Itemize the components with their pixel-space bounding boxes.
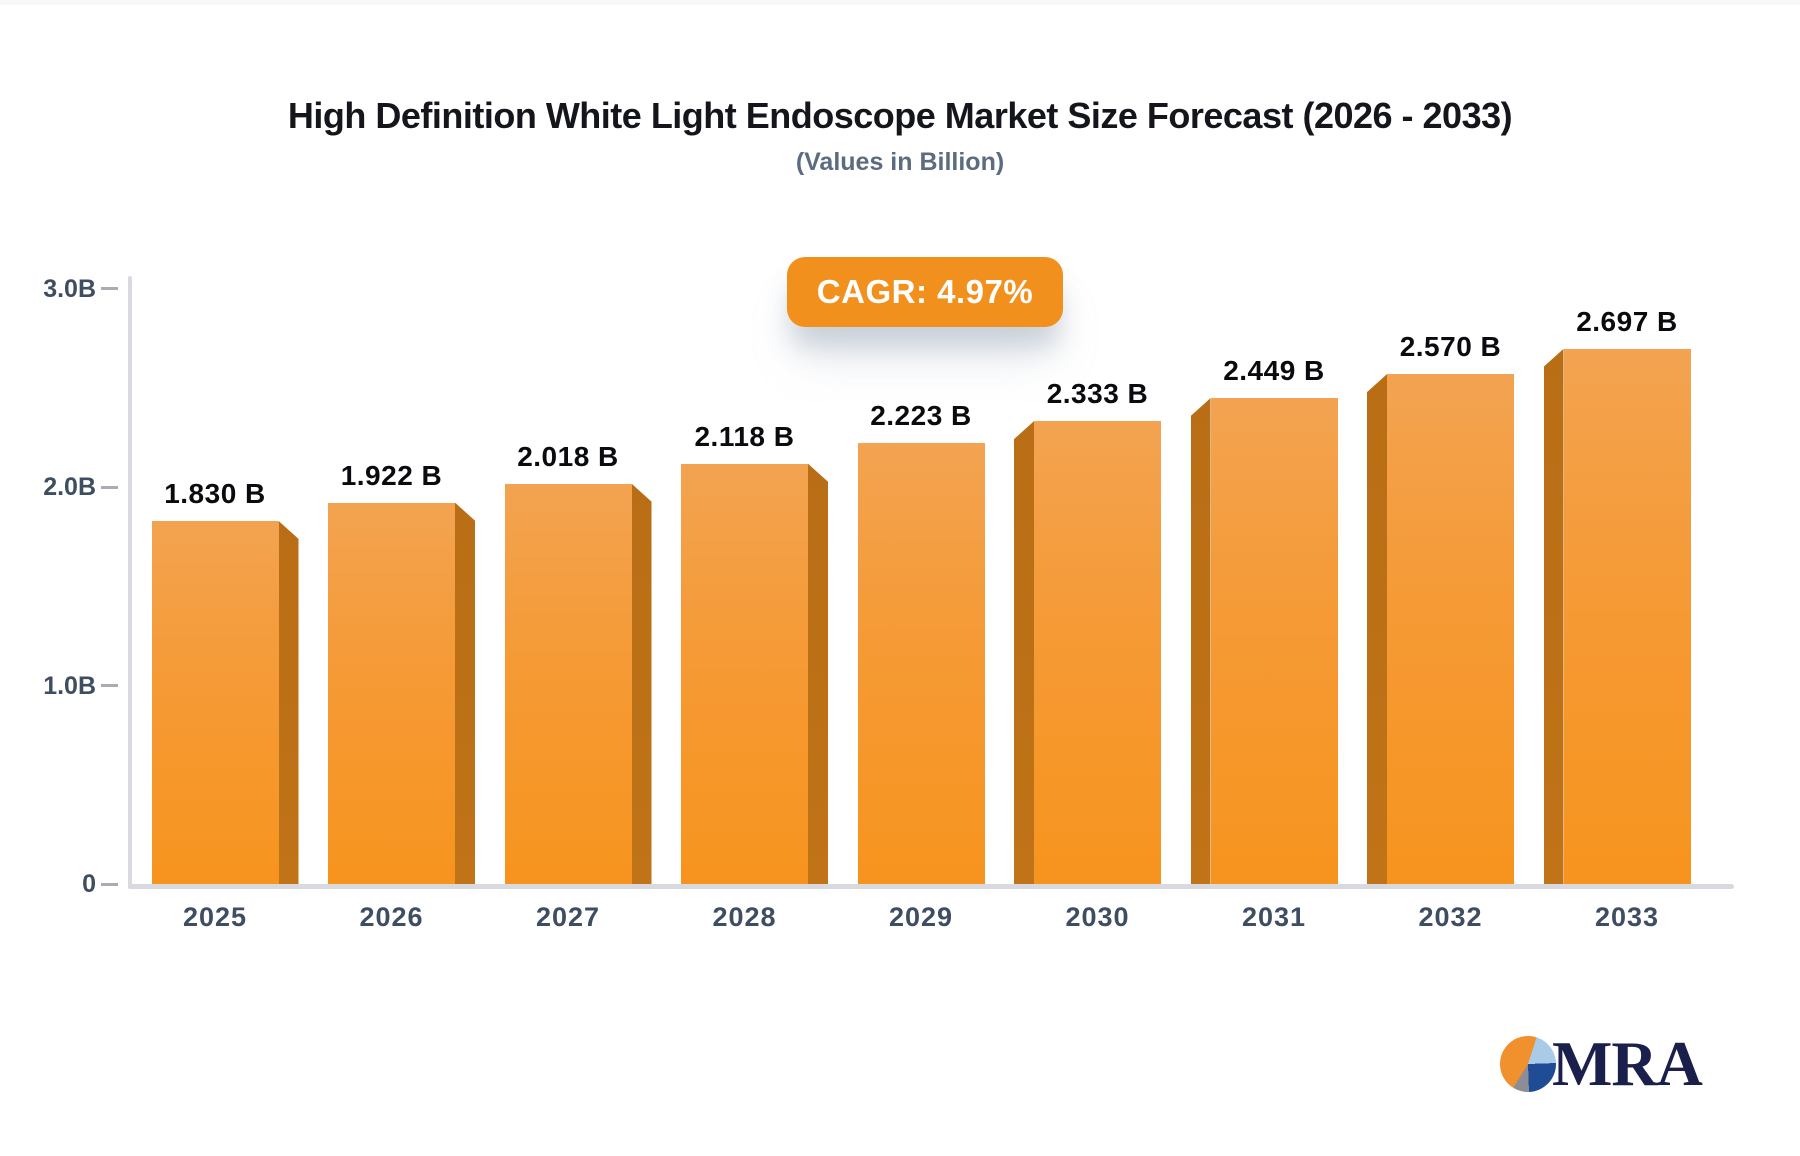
bar-value-label: 2.018 B (517, 440, 619, 472)
x-axis-line (128, 884, 1734, 889)
bar-value-label: 2.449 B (1223, 355, 1325, 387)
x-axis-tick-label: 2028 (712, 902, 777, 932)
x-axis-tick-label: 2033 (1594, 902, 1660, 932)
y-axis-tick (101, 287, 118, 291)
y-axis-tick-label: 2.0B (43, 473, 96, 502)
y-axis-line (128, 276, 132, 889)
bar (1387, 374, 1514, 884)
bar-side-face (1543, 348, 1564, 884)
pie-chart-logo-icon (1500, 1036, 1556, 1092)
bar-side-face (278, 520, 299, 884)
bar-side-face (455, 502, 475, 884)
brand-logo-text: MRA (1552, 1028, 1703, 1099)
bar-value-label: 1.922 B (340, 459, 443, 491)
bar-value-label: 2.570 B (1399, 331, 1502, 363)
x-axis-tick-label: 2025 (182, 902, 248, 932)
x-axis-tick-label: 2032 (1418, 902, 1483, 932)
x-axis-tick-label: 2029 (888, 902, 954, 932)
chart-title: High Definition White Light Endoscope Ma… (287, 95, 1513, 136)
y-axis-tick (101, 684, 118, 688)
x-axis-tick-label: 2027 (535, 902, 601, 932)
bar (1563, 348, 1691, 884)
bar-value-label: 2.333 B (1046, 378, 1149, 410)
bar (328, 502, 455, 884)
bar (857, 442, 985, 884)
y-axis-tick-label: 1.0B (43, 671, 96, 700)
x-axis-tick-label: 2030 (1065, 902, 1130, 932)
chart-subtitle: (Values in Billion) (795, 148, 1005, 176)
cagr-badge: CAGR: 4.97% (787, 257, 1063, 327)
bar (504, 483, 632, 884)
x-axis-tick-label: 2031 (1241, 902, 1307, 932)
y-axis-tick-label: 0 (82, 870, 96, 898)
bar-side-face (808, 463, 828, 884)
bar-side-face (1014, 421, 1034, 884)
bar-value-label: 2.223 B (870, 399, 972, 431)
bar (151, 520, 279, 884)
brand-logo: MRA (1500, 1028, 1703, 1099)
bar-side-face (1367, 374, 1387, 884)
top-border-strip (0, 0, 1800, 5)
bar-side-face (631, 483, 652, 884)
bar (681, 463, 808, 884)
bar-value-label: 2.697 B (1576, 305, 1678, 337)
bar (1210, 398, 1338, 884)
x-axis-tick-label: 2026 (359, 902, 424, 932)
y-axis-tick (101, 485, 118, 489)
y-axis-tick (101, 882, 118, 886)
cagr-badge-label: CAGR: 4.97% (816, 273, 1034, 310)
bar (1034, 421, 1161, 884)
y-axis-tick-label: 3.0B (43, 274, 96, 303)
bar-value-label: 1.830 B (164, 477, 266, 509)
bar-side-face (1190, 398, 1211, 884)
bar-value-label: 2.118 B (694, 420, 795, 452)
